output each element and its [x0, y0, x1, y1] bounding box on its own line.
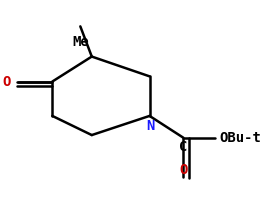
Text: Me: Me [72, 35, 89, 49]
Text: OBu-t: OBu-t [219, 131, 261, 145]
Text: O: O [179, 163, 187, 177]
Text: O: O [2, 74, 11, 89]
Text: N: N [147, 119, 155, 133]
Text: C: C [179, 140, 187, 154]
